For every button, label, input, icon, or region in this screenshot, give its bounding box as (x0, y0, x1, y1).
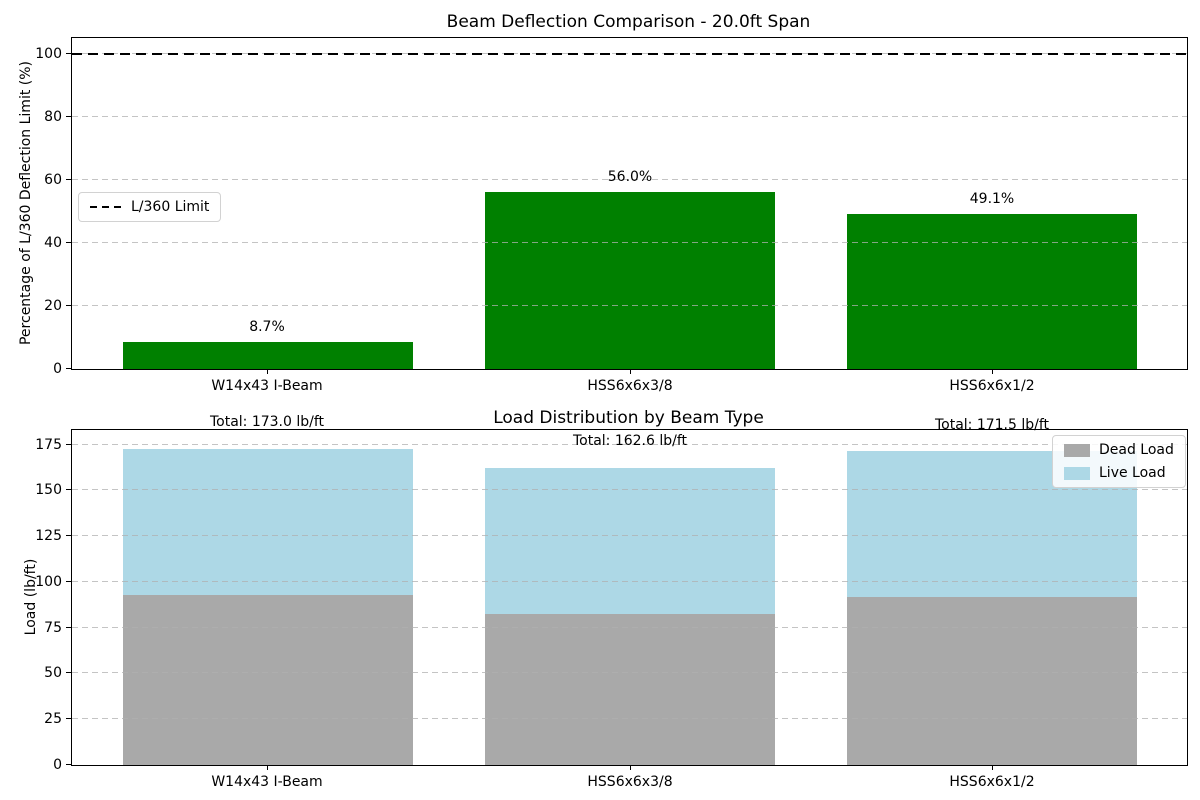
y-tick-mark (66, 305, 72, 306)
x-tick-mark (630, 765, 631, 770)
bar-w14x43-i-beam (123, 342, 413, 369)
y-tick-label: 175 (35, 437, 62, 453)
y-tick-label: 0 (53, 757, 62, 773)
gridline (72, 535, 1187, 536)
bar-hss6x6x3-8 (485, 192, 775, 369)
live-load-swatch-icon (1064, 466, 1090, 480)
bar-segment-live-load (123, 449, 413, 595)
bar-value-label: 49.1% (969, 191, 1015, 207)
dashed-line-swatch-icon (90, 206, 122, 208)
total-label: Total: 171.5 lb/ft (934, 417, 1050, 433)
y-tick-mark (66, 672, 72, 673)
y-tick-mark (66, 489, 72, 490)
y-tick-mark (66, 444, 72, 445)
x-tick-label: HSS6x6x3/8 (587, 774, 673, 790)
x-tick-label: W14x43 I-Beam (211, 774, 323, 790)
y-tick-mark (66, 116, 72, 117)
y-tick-label: 25 (44, 711, 62, 727)
y-tick-label: 20 (44, 298, 62, 314)
x-tick-label: HSS6x6x3/8 (587, 378, 673, 394)
bar-segment-dead-load (847, 597, 1137, 765)
legend-item-l360-limit: L/360 Limit (90, 199, 209, 215)
y-tick-mark (66, 627, 72, 628)
load-legend: Dead Load Live Load (1052, 435, 1186, 488)
x-tick-mark (267, 765, 268, 770)
gridline (72, 489, 1187, 490)
dead-load-swatch-icon (1064, 443, 1090, 457)
legend-item-live-load: Live Load (1064, 465, 1174, 481)
bar-segment-dead-load (123, 595, 413, 765)
bar-hss6x6x1-2 (847, 214, 1137, 369)
bar-segment-dead-load (485, 614, 775, 765)
x-tick-mark (992, 765, 993, 770)
y-tick-label: 40 (44, 235, 62, 251)
y-tick-mark (66, 718, 72, 719)
y-tick-label: 150 (35, 482, 62, 498)
load-plot-area: 0 25 50 75 100 125 150 175 W14x43 I-Beam Total: 1… (35, 414, 1188, 790)
x-tick-mark (267, 369, 268, 374)
legend-label-live-load: Live Load (1099, 465, 1166, 481)
y-tick-mark (66, 368, 72, 369)
y-tick-label: 50 (44, 665, 62, 681)
legend-label-l360-limit: L/360 Limit (131, 199, 210, 215)
x-tick-label: HSS6x6x1/2 (949, 378, 1035, 394)
y-tick-label: 100 (35, 46, 62, 62)
gridline (72, 305, 1187, 306)
legend-label-dead-load: Dead Load (1099, 442, 1174, 458)
bar-value-label: 8.7% (249, 319, 285, 335)
y-tick-label: 60 (44, 172, 62, 188)
gridline (72, 444, 1187, 445)
y-tick-mark (66, 535, 72, 536)
gridline (72, 116, 1187, 117)
deflection-legend: L/360 Limit (78, 192, 222, 222)
y-tick-label: 100 (35, 574, 62, 590)
total-label: Total: 173.0 lb/ft (209, 414, 325, 430)
y-tick-mark (66, 179, 72, 180)
y-tick-mark (66, 581, 72, 582)
x-tick-label: HSS6x6x1/2 (949, 774, 1035, 790)
gridline (72, 672, 1187, 673)
gridline (72, 179, 1187, 180)
y-tick-label: 125 (35, 528, 62, 544)
load-chart-title: Load Distribution by Beam Type (493, 408, 764, 428)
gridline (72, 581, 1187, 582)
gridline (72, 718, 1187, 719)
deflection-plot-area: 0 20 40 60 80 100 W14x43 I-Beam 8.7% HSS6x6x3/8 5… (35, 37, 1188, 394)
gridline (72, 242, 1187, 243)
x-tick-mark (992, 369, 993, 374)
deflection-chart-title: Beam Deflection Comparison - 20.0ft Span (446, 12, 811, 32)
y-tick-label: 75 (44, 620, 62, 636)
y-tick-mark (66, 764, 72, 765)
gridline (72, 627, 1187, 628)
y-tick-mark (66, 53, 72, 54)
l360-limit-line (72, 53, 1187, 55)
y-tick-label: 0 (53, 361, 62, 377)
bar-value-label: 56.0% (607, 169, 653, 185)
x-tick-mark (630, 369, 631, 374)
legend-item-dead-load: Dead Load (1064, 442, 1174, 458)
y-tick-label: 80 (44, 109, 62, 125)
y-tick-mark (66, 242, 72, 243)
total-label: Total: 162.6 lb/ft (572, 433, 688, 449)
x-tick-label: W14x43 I-Beam (211, 378, 323, 394)
bar-segment-live-load (485, 468, 775, 614)
